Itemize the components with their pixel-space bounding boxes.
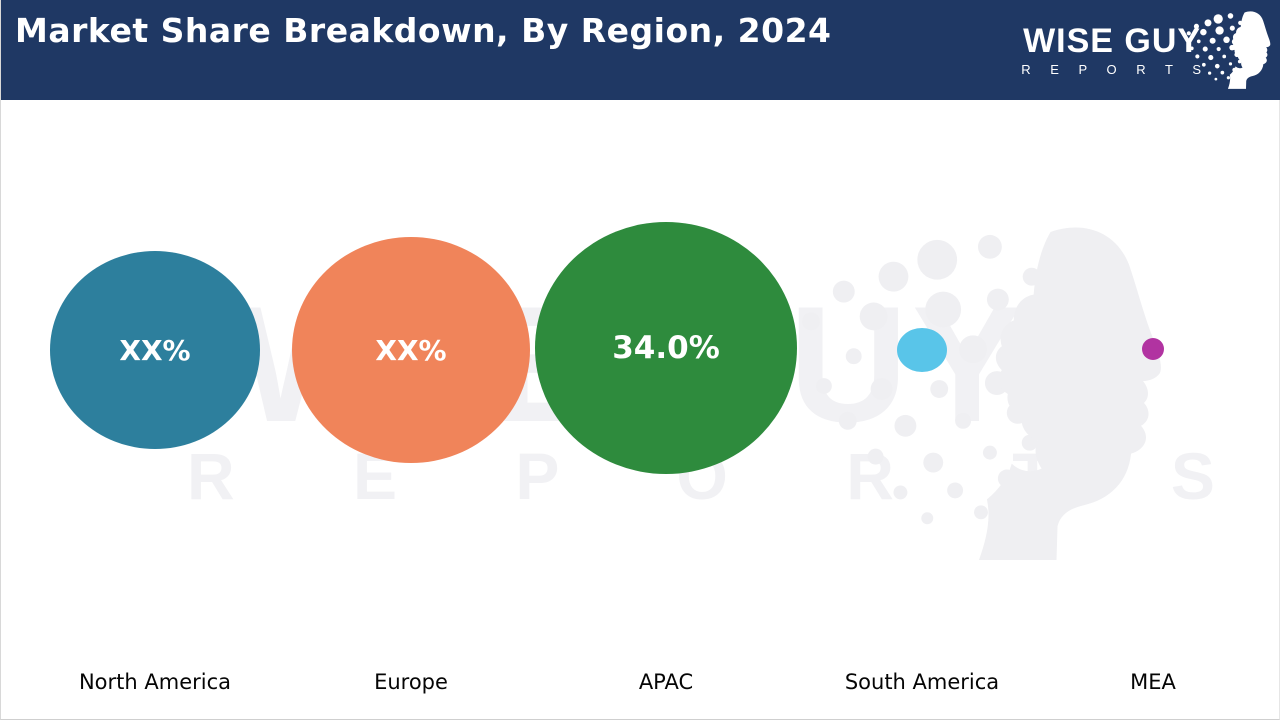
category-label-north-america: North America: [78, 670, 232, 694]
chart-area: WISE GUY R E P O R T S XX%XX%34.0% North…: [1, 100, 1280, 720]
bubble-apac: 34.0%: [535, 222, 797, 474]
bubble-value-label: XX%: [119, 333, 191, 367]
bubble-layer: XX% XX% 34.0%: [1, 100, 1280, 720]
bubble-value-label: XX%: [375, 333, 447, 367]
brand-logo-text: WISE GUY R E P O R T S: [1015, 22, 1209, 77]
page-title: Market Share Breakdown, By Region, 2024: [15, 11, 832, 50]
category-label-mea: MEA: [1130, 670, 1176, 694]
brand-logo: WISE GUY R E P O R T S: [1021, 4, 1275, 96]
bubble-europe: XX%: [292, 237, 530, 463]
bubble-north-america: XX%: [50, 251, 260, 449]
bubble-value-label: 34.0%: [612, 330, 720, 366]
category-label-europe: Europe: [374, 670, 448, 694]
brand-subtitle: R E P O R T S: [1021, 61, 1209, 77]
category-label-south-america: South America: [844, 670, 1000, 694]
wiseguy-head-icon: [1186, 11, 1271, 89]
brand-name: WISE GUY: [1023, 22, 1202, 60]
header-bar: Market Share Breakdown, By Region, 2024 …: [1, 0, 1280, 100]
bubble-south-america: [897, 328, 947, 372]
bubble-mea: [1142, 338, 1164, 360]
category-label-apac: APAC: [638, 670, 694, 694]
category-label-row: North America Europe APAC South America MEA: [1, 670, 1280, 700]
